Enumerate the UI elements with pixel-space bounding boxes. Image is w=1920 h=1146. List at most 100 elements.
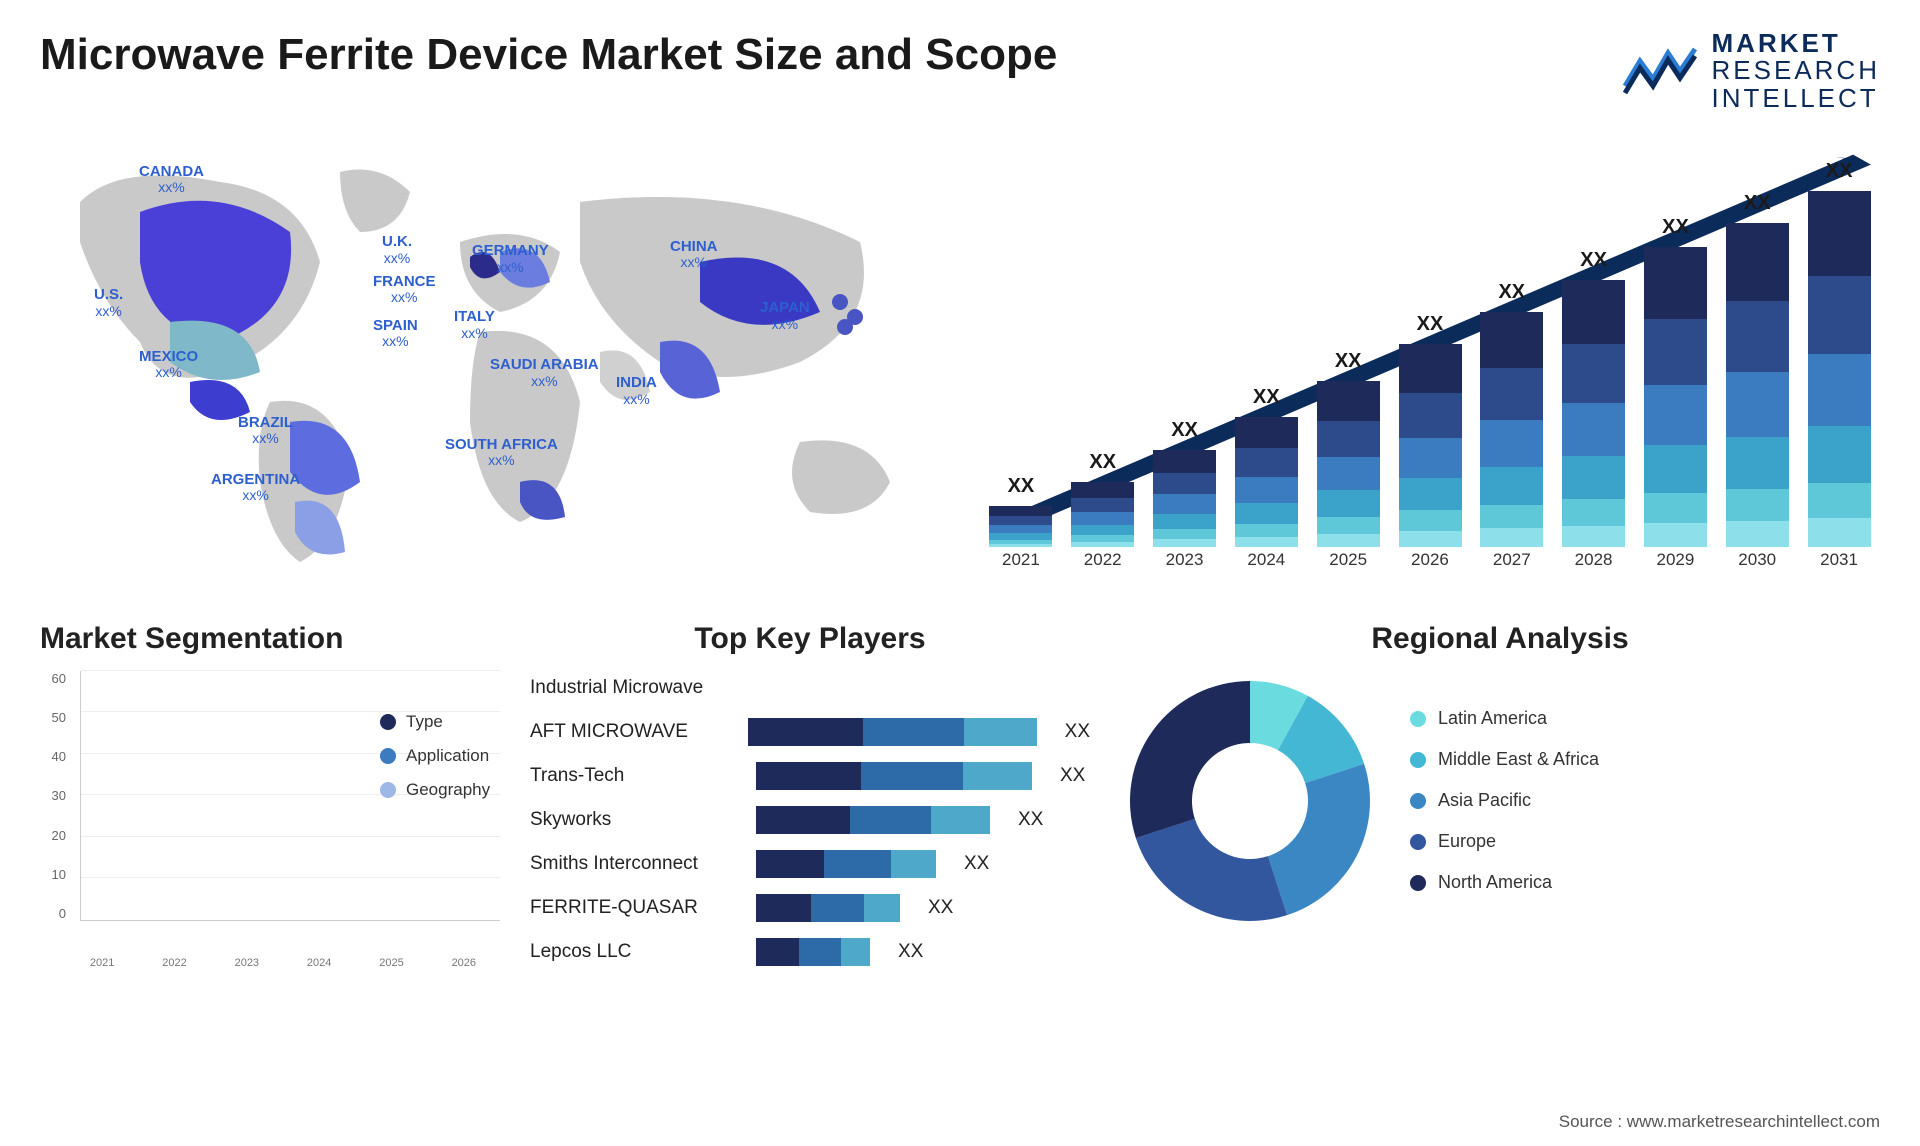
player-row: Industrial Microwave	[530, 671, 1090, 705]
regional-legend-item: Asia Pacific	[1410, 790, 1599, 811]
seg-legend-item: Application	[380, 746, 490, 766]
source-text: Source : www.marketresearchintellect.com	[1559, 1112, 1880, 1132]
player-row: Skyworks XX	[530, 803, 1090, 837]
growth-bar: XX	[1808, 191, 1871, 547]
country-label: INDIAxx%	[616, 375, 657, 407]
country-label: ITALYxx%	[454, 309, 495, 341]
donut-slice	[1136, 819, 1287, 921]
growth-bar: XX	[1726, 223, 1789, 547]
player-value: XX	[898, 941, 923, 963]
player-value: XX	[1065, 721, 1090, 743]
segmentation-title: Market Segmentation	[40, 622, 500, 656]
growth-x-tick: 2023	[1144, 550, 1226, 582]
player-name: Industrial Microwave	[530, 677, 740, 699]
growth-x-tick: 2029	[1635, 550, 1717, 582]
player-bar	[756, 806, 990, 834]
growth-bar-label: XX	[1335, 350, 1362, 373]
player-bar	[756, 938, 870, 966]
growth-bar-label: XX	[1662, 216, 1689, 239]
logo-text: MARKET RESEARCH INTELLECT	[1712, 30, 1880, 112]
logo-icon	[1620, 41, 1700, 101]
country-label: ARGENTINAxx%	[211, 472, 300, 504]
seg-legend-item: Geography	[380, 780, 490, 800]
donut-slice	[1268, 764, 1370, 915]
growth-bar: XX	[1480, 312, 1543, 547]
seg-y-axis: 6050403020100	[40, 671, 66, 921]
country-label: SOUTH AFRICAxx%	[445, 437, 558, 469]
country-label: U.S.xx%	[94, 287, 123, 319]
regional-title: Regional Analysis	[1120, 622, 1880, 656]
country-label: SPAINxx%	[373, 318, 418, 350]
growth-bar: XX	[1644, 247, 1707, 547]
growth-bar-label: XX	[1171, 419, 1198, 442]
top-row: CANADAxx% U.S.xx% MEXICOxx% BRAZILxx% ARGENT…	[40, 142, 1880, 582]
seg-x-axis: 202120222023202420252026	[66, 957, 500, 969]
growth-bar-label: XX	[1580, 249, 1607, 272]
key-players-panel: Top Key Players Industrial Microwave AFT …	[530, 622, 1090, 1002]
world-map-panel: CANADAxx% U.S.xx% MEXICOxx% BRAZILxx% ARGENT…	[40, 142, 940, 582]
growth-bar: XX	[1235, 417, 1298, 547]
growth-bar: XX	[1153, 450, 1216, 547]
donut-wrap: Latin America Middle East & Africa Asia Pa…	[1120, 671, 1880, 931]
growth-x-tick: 2030	[1716, 550, 1798, 582]
regional-legend: Latin America Middle East & Africa Asia Pa…	[1410, 708, 1599, 893]
growth-x-tick: 2021	[980, 550, 1062, 582]
donut-slice	[1130, 681, 1250, 838]
player-name: Skyworks	[530, 809, 740, 831]
player-value: XX	[1018, 809, 1043, 831]
player-row: AFT MICROWAVEXX	[530, 715, 1090, 749]
growth-bar-label: XX	[1417, 313, 1444, 336]
growth-bar: XX	[1562, 280, 1625, 547]
growth-stacked-bars: XXXXXXXXXXXXXXXXXXXXXX	[980, 142, 1880, 547]
growth-bar: XX	[1071, 482, 1134, 547]
player-value: XX	[928, 897, 953, 919]
player-bar	[756, 762, 1032, 790]
segmentation-panel: Market Segmentation 6050403020100 202120…	[40, 622, 500, 1002]
player-name: Trans-Tech	[530, 765, 740, 787]
growth-bar: XX	[989, 506, 1052, 547]
player-name: Lepcos LLC	[530, 941, 740, 963]
seg-legend: Type Application Geography	[380, 712, 490, 800]
players-list: Industrial Microwave AFT MICROWAVEXX Trans…	[530, 671, 1090, 969]
player-bar	[756, 850, 936, 878]
growth-bar-label: XX	[1089, 451, 1116, 474]
regional-donut	[1120, 671, 1380, 931]
player-name: FERRITE-QUASAR	[530, 897, 740, 919]
growth-x-tick: 2024	[1225, 550, 1307, 582]
player-bar	[756, 894, 900, 922]
growth-bar-label: XX	[1826, 160, 1853, 183]
player-value: XX	[1060, 765, 1085, 787]
growth-x-tick: 2028	[1553, 550, 1635, 582]
growth-chart-panel: XXXXXXXXXXXXXXXXXXXXXX 20212022202320242…	[980, 142, 1880, 582]
country-label: BRAZILxx%	[238, 415, 293, 447]
page-title: Microwave Ferrite Device Market Size and…	[40, 30, 1057, 80]
growth-bar: XX	[1399, 344, 1462, 547]
player-value: XX	[964, 853, 989, 875]
brand-logo: MARKET RESEARCH INTELLECT	[1620, 30, 1880, 112]
country-label: JAPANxx%	[760, 300, 810, 332]
seg-legend-item: Type	[380, 712, 490, 732]
player-bar	[748, 718, 1037, 746]
player-row: Trans-Tech XX	[530, 759, 1090, 793]
player-name: Smiths Interconnect	[530, 853, 740, 875]
growth-x-axis: 2021202220232024202520262027202820292030…	[980, 550, 1880, 582]
player-row: Lepcos LLC XX	[530, 935, 1090, 969]
regional-panel: Regional Analysis Latin America Middle Ea…	[1120, 622, 1880, 1002]
growth-x-tick: 2026	[1389, 550, 1471, 582]
growth-bar-label: XX	[1744, 192, 1771, 215]
growth-x-tick: 2031	[1798, 550, 1880, 582]
bottom-row: Market Segmentation 6050403020100 202120…	[40, 622, 1880, 1002]
regional-legend-item: Europe	[1410, 831, 1599, 852]
regional-legend-item: Latin America	[1410, 708, 1599, 729]
growth-x-tick: 2025	[1307, 550, 1389, 582]
growth-bar-label: XX	[1498, 281, 1525, 304]
player-row: FERRITE-QUASAR XX	[530, 891, 1090, 925]
player-row: Smiths Interconnect XX	[530, 847, 1090, 881]
country-label: CHINAxx%	[670, 239, 718, 271]
regional-legend-item: Middle East & Africa	[1410, 749, 1599, 770]
regional-legend-item: North America	[1410, 872, 1599, 893]
players-title: Top Key Players	[530, 622, 1090, 656]
country-label: MEXICOxx%	[139, 349, 198, 381]
country-label: CANADAxx%	[139, 164, 204, 196]
growth-bar-label: XX	[1008, 475, 1035, 498]
